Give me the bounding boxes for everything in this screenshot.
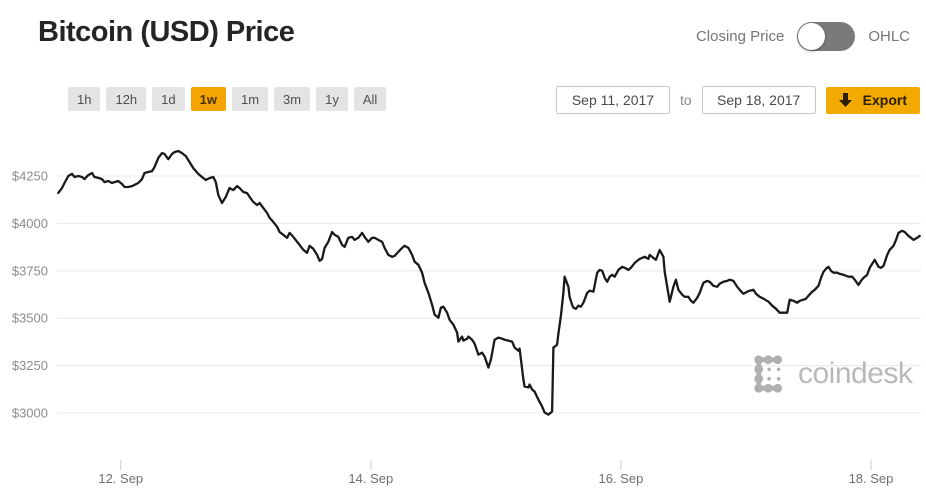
coindesk-logo-text: coindesk [798, 357, 913, 390]
x-axis-label: 18. Sep [849, 471, 894, 486]
y-axis-label: $3000 [12, 406, 48, 421]
closing-price-label: Closing Price [695, 28, 785, 45]
y-axis-label: $4000 [12, 216, 48, 231]
range-button-1h[interactable]: 1h [68, 87, 101, 111]
date-from-input[interactable] [555, 86, 670, 114]
range-button-1y[interactable]: 1y [316, 87, 348, 111]
export-button[interactable]: Export [825, 86, 920, 114]
range-button-1d[interactable]: 1d [152, 87, 185, 111]
x-axis-label: 16. Sep [598, 471, 643, 486]
y-axis-label: $3250 [12, 358, 48, 373]
coindesk-logo-icon [754, 355, 783, 393]
y-axis-label: $4250 [12, 169, 48, 184]
range-button-row: 1h 12h 1d 1w 1m 3m 1y All [68, 87, 387, 111]
price-type-controls: Closing Price OHLC [696, 22, 910, 51]
range-button-3m[interactable]: 3m [274, 87, 311, 111]
toggle-knob-icon [798, 23, 826, 50]
date-to-input[interactable] [701, 86, 816, 114]
price-line[interactable] [57, 149, 921, 416]
download-arrow-icon [838, 92, 852, 107]
coindesk-watermark: coindesk [753, 353, 913, 395]
y-axis-label: $3750 [12, 263, 48, 278]
export-button-label: Export [862, 92, 907, 108]
range-button-1w[interactable]: 1w [190, 87, 226, 111]
y-axis-label: $3500 [12, 311, 48, 326]
date-range-to-label: to [679, 92, 692, 108]
range-button-1m[interactable]: 1m [231, 87, 269, 111]
date-range-controls: to Export [555, 86, 920, 114]
range-button-12h[interactable]: 12h [106, 87, 147, 111]
x-axis-label: 12. Sep [98, 471, 143, 486]
page-title: Bitcoin (USD) Price [38, 16, 295, 48]
price-type-toggle[interactable] [797, 22, 856, 51]
range-button-all[interactable]: All [353, 87, 387, 111]
x-axis-label: 14. Sep [348, 471, 393, 486]
ohlc-label: OHLC [868, 28, 910, 45]
